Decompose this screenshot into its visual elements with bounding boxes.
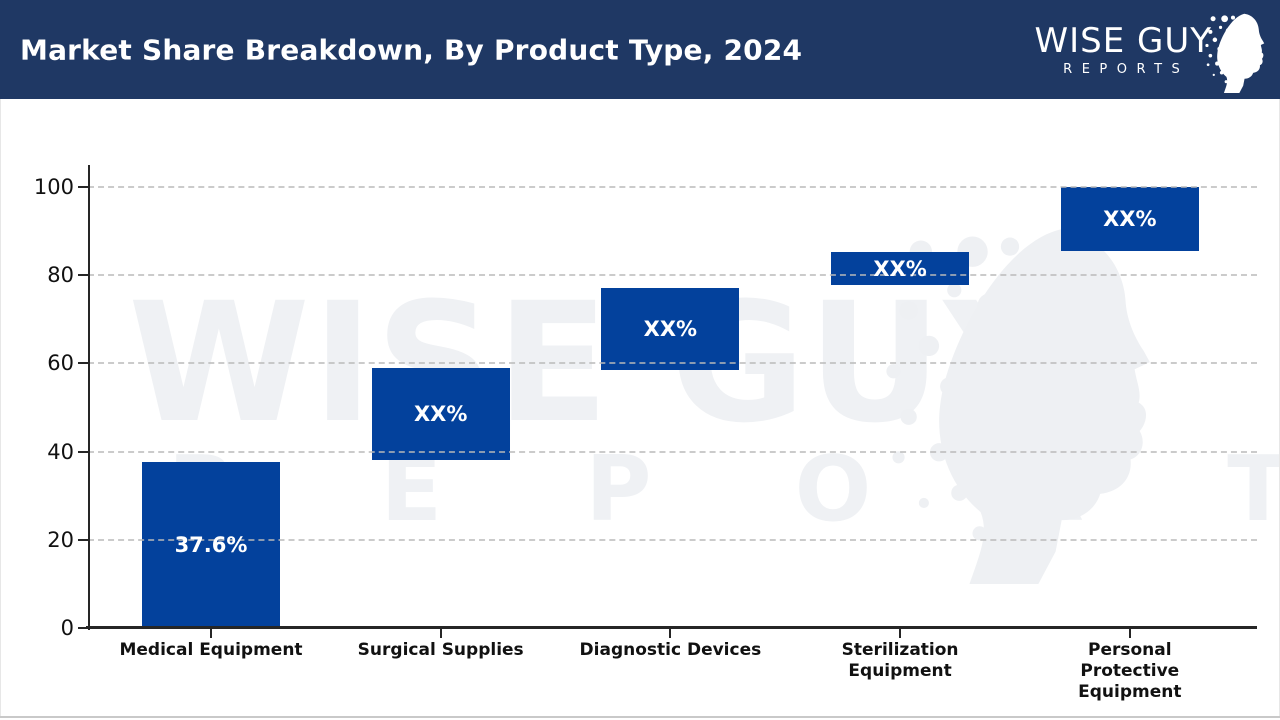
- logo-subtitle: REPORTS: [1063, 61, 1190, 77]
- y-gridline-20: [88, 538, 1257, 541]
- category-label-medical-equipment: Medical Equipment: [119, 640, 303, 660]
- x-tick-sterilization-equipment: [899, 629, 902, 638]
- y-axis-line: [88, 165, 90, 630]
- y-tick-label-0: 0: [60, 616, 74, 640]
- chart-title: Market Share Breakdown, By Product Type,…: [20, 33, 803, 66]
- y-tick-label-80: 80: [47, 263, 74, 288]
- y-tick-label-40: 40: [47, 439, 74, 464]
- bar-diagnostic-devices: [601, 288, 740, 370]
- category-label-personal-protective-equipment: Personal Protective Equipment: [1078, 640, 1182, 702]
- x-tick-medical-equipment: [210, 629, 212, 638]
- bar-sterilization-equipment: [831, 252, 970, 286]
- y-gridline-60: [88, 362, 1257, 365]
- bar-value-label-surgical-supplies: XX%: [413, 402, 468, 427]
- bar-value-label-personal-protective-equipment: XX%: [1103, 206, 1157, 231]
- y-tick-label-20: 20: [47, 527, 74, 552]
- y-tick-label-60: 60: [47, 351, 74, 376]
- y-gridline-100: [88, 186, 1257, 188]
- y-gridline-80: [88, 274, 1257, 277]
- bar-value-label-sterilization-equipment: XX%: [873, 256, 927, 281]
- x-tick-diagnostic-devices: [669, 629, 672, 638]
- y-gridline-40: [88, 450, 1257, 453]
- header-banner: Market Share Breakdown, By Product Type,…: [0, 0, 1280, 99]
- y-tick-80: [78, 274, 88, 277]
- y-tick-0: [78, 627, 88, 629]
- category-label-diagnostic-devices: Diagnostic Devices: [579, 640, 762, 660]
- logo-wordmark: WISE GUY: [1034, 20, 1212, 61]
- watermark-face-icon: [886, 229, 1150, 584]
- category-label-sterilization-equipment: Sterilization Equipment: [841, 640, 959, 681]
- bar-value-label-medical-equipment: 37.6%: [174, 533, 248, 558]
- wise-guy-reports-logo: WISE GUY REPORTS: [1034, 5, 1270, 94]
- x-tick-surgical-supplies: [439, 629, 442, 638]
- y-tick-20: [78, 538, 88, 541]
- y-tick-100: [78, 186, 88, 188]
- bar-personal-protective-equipment: [1060, 187, 1199, 251]
- chart-plot-area: WISE GUY R E P O R T S 02040608010037.6%…: [0, 99, 1280, 718]
- logo-face-icon: [1205, 13, 1265, 93]
- x-axis-line: [86, 626, 1257, 629]
- category-label-surgical-supplies: Surgical Supplies: [357, 640, 524, 660]
- logo-text: WISE GUY REPORTS: [1034, 23, 1212, 77]
- x-tick-personal-protective-equipment: [1128, 629, 1131, 638]
- bar-surgical-supplies: [371, 367, 510, 461]
- left-border: [0, 99, 1, 716]
- bar-value-label-diagnostic-devices: XX%: [643, 316, 698, 341]
- y-tick-40: [78, 450, 88, 453]
- y-tick-label-100: 100: [33, 175, 74, 199]
- y-tick-60: [78, 362, 88, 365]
- bar-medical-equipment: [142, 462, 280, 628]
